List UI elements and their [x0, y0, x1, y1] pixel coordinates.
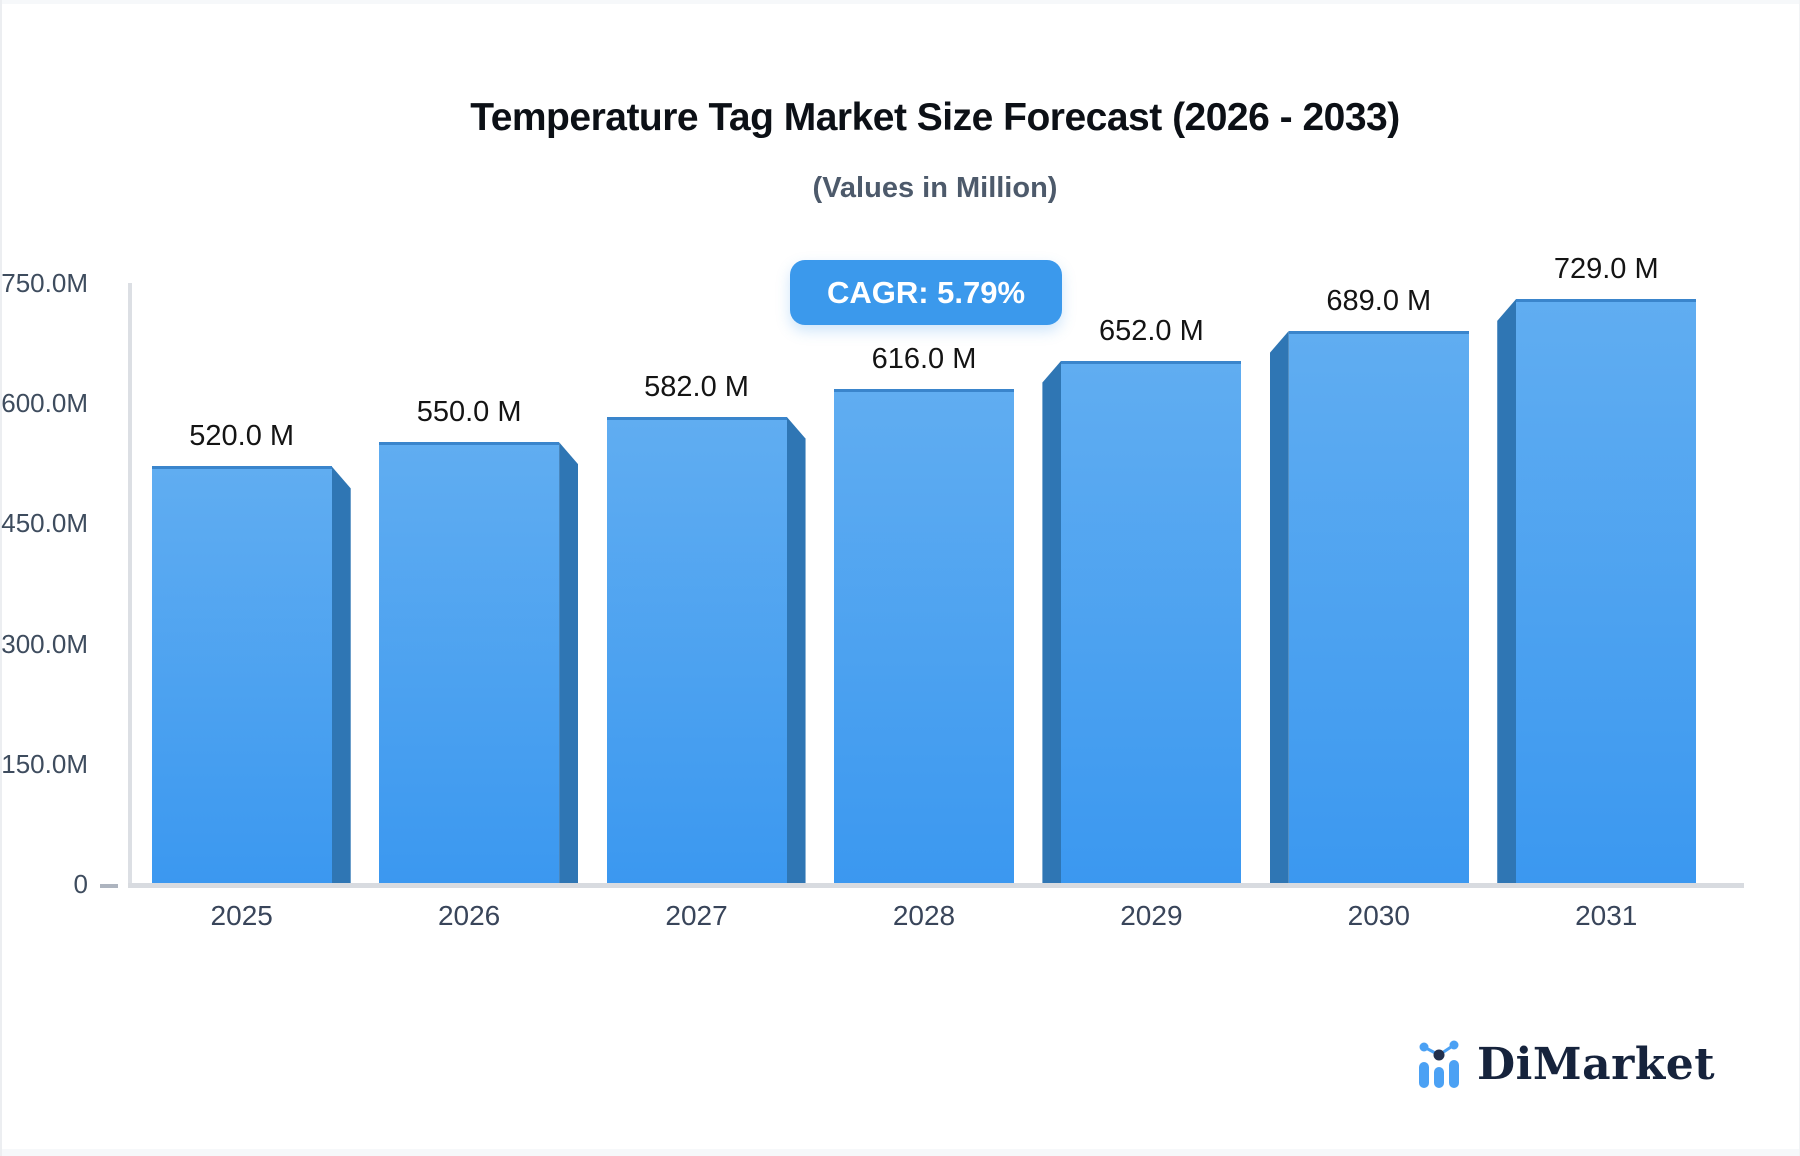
- bar-2027[interactable]: [606, 416, 806, 883]
- bar-2025[interactable]: [151, 466, 351, 883]
- bar-face: [833, 389, 1014, 883]
- x-axis-tick-label: 2025: [210, 900, 273, 931]
- x-axis-tick-label: 2026: [437, 900, 501, 931]
- bar-chart-line-logo-icon: [1419, 1040, 1459, 1088]
- bar-face: [606, 416, 787, 883]
- cagr-badge: CAGR: 5.79%: [790, 260, 1062, 325]
- x-axis-tick-label: 2030: [1347, 900, 1410, 931]
- bar-slot: 582.0 M: [583, 371, 810, 883]
- bar-2029[interactable]: [1042, 360, 1242, 883]
- bar-value-label: 729.0 M: [1553, 252, 1659, 285]
- bar-2030[interactable]: [1269, 330, 1469, 883]
- bar-value-label: 550.0 M: [416, 396, 522, 429]
- x-axis-tick-label: 2029: [1120, 900, 1183, 931]
- bar-slot: 520.0 M: [128, 420, 355, 883]
- bar-face: [1516, 298, 1697, 883]
- logo-text: DiMarket: [1477, 1038, 1716, 1090]
- bar-face: [379, 442, 560, 883]
- bar-face: [1288, 330, 1469, 883]
- bar-slot: 550.0 M: [356, 396, 583, 883]
- bar-side-face: [1042, 360, 1062, 883]
- bar-value-label: 689.0 M: [1326, 284, 1432, 317]
- zero-tick-mark: [100, 884, 118, 888]
- bar-2026[interactable]: [379, 442, 579, 883]
- bar-face: [151, 466, 332, 883]
- bar-side-face: [331, 466, 351, 883]
- bar-value-label: 520.0 M: [189, 420, 295, 453]
- bar-2028[interactable]: [833, 389, 1014, 883]
- x-axis-tick-label: 2027: [665, 900, 728, 931]
- bar-slot: 616.0 M: [810, 343, 1037, 883]
- bar-slot: 689.0 M: [1265, 285, 1492, 883]
- x-axis-tick-label: 2028: [892, 900, 956, 931]
- bar-slot: 652.0 M: [1038, 315, 1265, 883]
- y-axis-tick-label: 750.0M: [1, 268, 88, 298]
- y-axis-tick-label: 300.0M: [1, 628, 88, 659]
- page-edge-bottom: [0, 1149, 1800, 1156]
- bar-side-face: [1269, 330, 1289, 883]
- dimarket-logo[interactable]: DiMarket: [1413, 1038, 1715, 1090]
- bar-slot: 729.0 M: [1493, 253, 1720, 883]
- bar-value-label: 582.0 M: [644, 370, 749, 403]
- y-axis-tick-label: 450.0M: [1, 508, 88, 539]
- x-axis-labels: 2025 2026 2027 2028 2029 2030 2031: [128, 900, 1720, 932]
- x-axis-line: [128, 883, 1744, 888]
- x-axis-tick-label: 2031: [1575, 900, 1638, 931]
- bar-value-label: 652.0 M: [1098, 314, 1204, 347]
- bar-face: [1061, 360, 1242, 883]
- y-axis-tick-label: 150.0M: [1, 748, 88, 779]
- y-axis-line: [128, 283, 132, 884]
- bar-2031[interactable]: [1497, 298, 1697, 883]
- bar-side-face: [559, 442, 579, 883]
- page-edge-left: [0, 0, 2, 1156]
- bar-series: 520.0 M 550.0 M 582.0 M 616.0 M 652.0 M 689.0…: [128, 0, 1720, 883]
- bar-side-face: [1497, 298, 1517, 883]
- chart-title: Temperature Tag Market Size Forecast (20…: [470, 96, 1400, 139]
- bar-value-label: 616.0 M: [871, 343, 977, 376]
- chart-subtitle: (Values in Million): [812, 172, 1058, 204]
- y-axis-tick-label: 600.0M: [1, 388, 88, 419]
- y-axis-tick-label: 0: [73, 869, 88, 899]
- bar-side-face: [786, 416, 806, 883]
- page-edge-top: [0, 0, 1800, 4]
